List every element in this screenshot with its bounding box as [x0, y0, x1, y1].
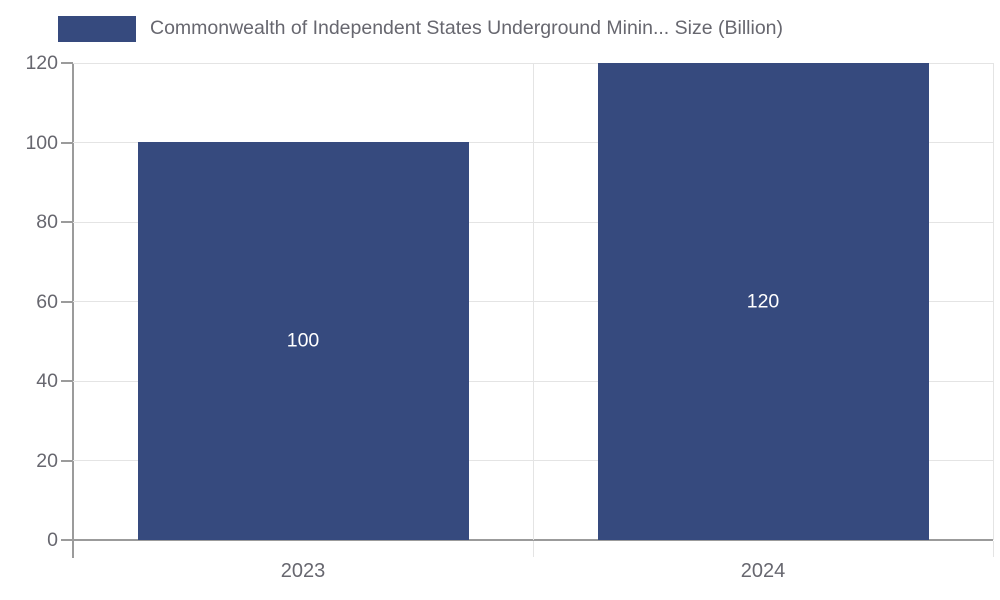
y-tick-120 [61, 62, 73, 64]
grid-line-x-2 [992, 63, 994, 540]
x-axis-line [62, 539, 993, 541]
y-tick-60 [61, 300, 73, 303]
y-tick-label-60: 60 [36, 290, 58, 313]
y-tick-label-0: 0 [47, 529, 58, 551]
y-tick-40 [61, 380, 73, 382]
y-axis-line [72, 63, 74, 558]
y-tick-label-40: 40 [36, 370, 58, 392]
y-tick-80 [61, 221, 73, 223]
chart-legend: Commonwealth of Independent States Under… [58, 10, 783, 48]
y-tick-label-120: 120 [25, 52, 58, 74]
y-tick-100 [61, 141, 73, 144]
legend-swatch [58, 16, 136, 42]
bar-2024 [598, 63, 929, 540]
x-tick-label-2023: 2023 [280, 560, 326, 582]
legend-label: Commonwealth of Independent States Under… [150, 17, 784, 40]
y-tick-20 [61, 459, 73, 462]
y-tick-label-100: 100 [25, 131, 58, 154]
x-tick-2 [992, 541, 994, 557]
plot-area [73, 62, 994, 540]
x-tick-1 [532, 541, 534, 557]
bar-2023 [138, 142, 469, 540]
bar-value-label-2024: 120 [746, 289, 780, 312]
y-tick-label-20: 20 [36, 449, 58, 472]
x-tick-label-2024: 2024 [740, 560, 786, 582]
y-tick-0 [61, 539, 73, 541]
y-tick-label-80: 80 [36, 211, 58, 233]
grid-line-x-1 [532, 63, 534, 540]
bar-value-label-2023: 100 [286, 329, 320, 352]
